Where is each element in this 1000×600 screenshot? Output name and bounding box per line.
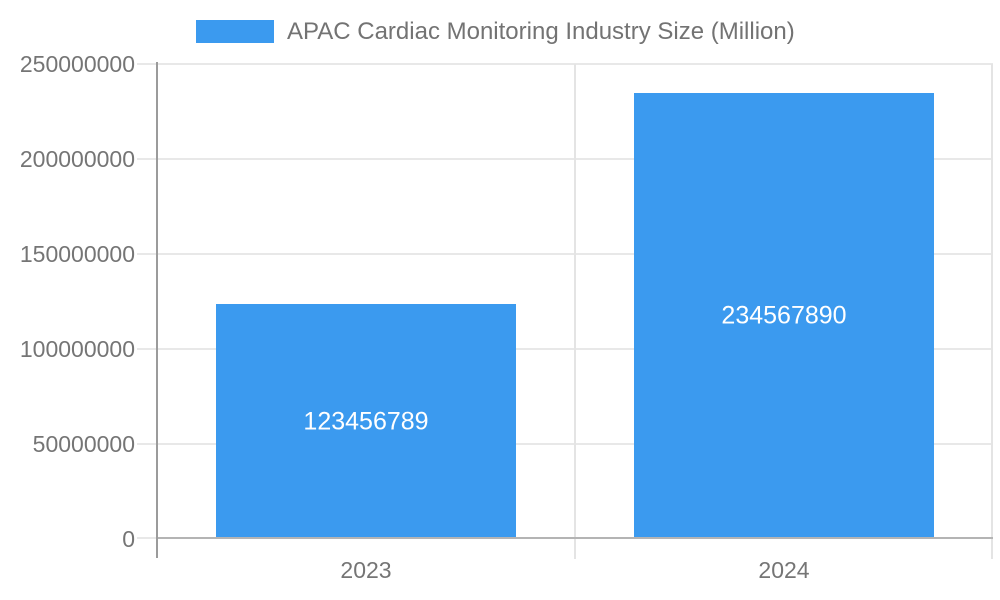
y-tick-label-150000000: 150000000 <box>19 241 135 267</box>
x-tick-label-2024: 2024 <box>758 557 810 583</box>
x-axis-baseline <box>156 537 993 539</box>
y-tick-label-50000000: 50000000 <box>32 431 135 457</box>
bar-value-label-2024: 234567890 <box>721 301 847 330</box>
y-tick-label-0: 0 <box>122 526 135 552</box>
bar-2023[interactable]: 123456789 <box>216 304 516 539</box>
x-axis-zero-tick <box>137 537 156 539</box>
gridline <box>137 158 993 160</box>
bar-2024[interactable]: 234567890 <box>634 93 934 539</box>
gridline <box>137 348 993 350</box>
y-tick-label-100000000: 100000000 <box>19 336 135 362</box>
legend-series-label: APAC Cardiac Monitoring Industry Size (M… <box>287 18 795 45</box>
legend-swatch[interactable] <box>196 20 274 43</box>
plot-area: 123456789 234567890 <box>137 63 993 559</box>
gridline <box>137 253 993 255</box>
gridline <box>137 443 993 445</box>
bar-value-label-2023: 123456789 <box>303 407 429 436</box>
y-tick-label-200000000: 200000000 <box>19 146 135 172</box>
y-axis-line <box>156 62 158 558</box>
chart-legend[interactable]: APAC Cardiac Monitoring Industry Size (M… <box>196 19 795 44</box>
y-tick-label-250000000: 250000000 <box>19 51 135 77</box>
plot-right-border <box>991 64 993 559</box>
category-divider-line <box>574 64 576 559</box>
x-tick-label-2023: 2023 <box>340 557 392 583</box>
gridline <box>137 63 993 65</box>
